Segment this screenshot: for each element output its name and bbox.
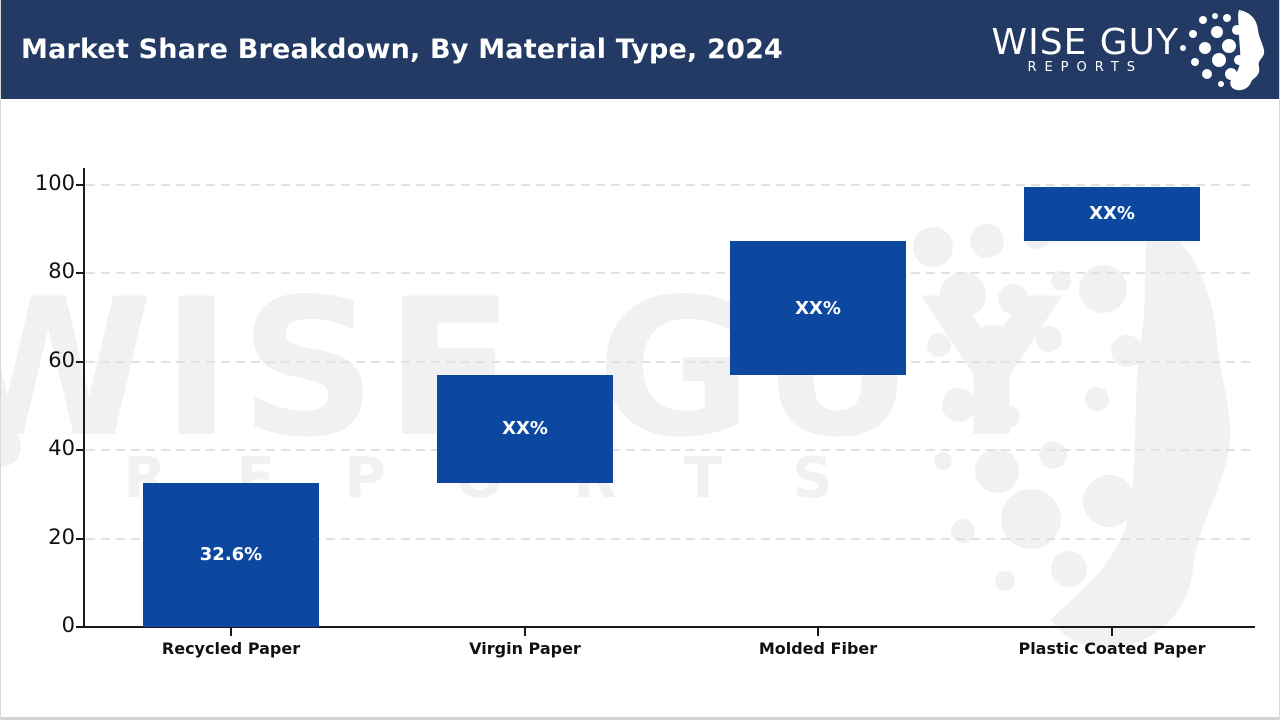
y-axis-tick-mark [76,626,84,628]
watermark-dot-face [1,219,1231,649]
bar-value-label: XX% [1089,203,1135,225]
brand-name: WISE GUY [991,22,1179,64]
bottom-border [1,717,1279,720]
brand-logo: WISE GUY REPORTS [992,8,1266,92]
x-axis-tick-mark [1111,628,1113,636]
x-axis-line [84,626,1255,628]
x-axis-category-label: Molded Fiber [758,639,878,658]
bar-virgin-paper: XX% [437,375,613,483]
bar-molded-fiber: XX% [730,241,906,376]
bar-plastic-coated-paper: XX% [1024,186,1200,241]
x-axis-tick-mark [230,628,232,636]
y-axis-tick-label: 40 [48,436,75,461]
y-axis-tick-mark [76,272,84,275]
y-axis-tick-mark [76,449,84,452]
gridline-y40 [86,449,1255,452]
bar-value-label: XX% [795,297,841,319]
gridline-y80 [86,272,1255,275]
x-axis-tick-mark [817,628,819,636]
x-axis-category-label: Recycled Paper [161,639,301,658]
gridline-y20 [86,537,1255,540]
y-axis-tick-label: 20 [48,524,75,549]
gridline-y60 [86,360,1255,363]
x-axis-category-label: Plastic Coated Paper [1018,639,1206,658]
brand-face-icon [1180,9,1265,90]
brand-subname: REPORTS [1027,60,1144,76]
y-axis-tick-label: 100 [34,171,75,195]
brand-logo-text: WISE GUY REPORTS [992,24,1180,74]
y-axis-tick-label: 80 [48,259,75,284]
bar-value-label: XX% [502,418,548,440]
y-axis-tick-mark [76,537,84,540]
gridline-y100 [86,184,1255,186]
bar-recycled-paper: 32.6% [143,482,319,627]
y-axis-tick-mark [76,360,84,363]
y-axis-tick-label: 0 [61,613,75,637]
header-bar: Market Share Breakdown, By Material Type… [1,0,1279,99]
y-axis-line [83,168,85,628]
y-axis-tick-label: 60 [48,347,75,372]
y-axis-tick-mark [76,184,84,186]
bar-value-label: 32.6% [199,544,263,566]
x-axis-category-label: Virgin Paper [469,639,581,658]
x-axis-tick-mark [524,628,526,636]
page-title: Market Share Breakdown, By Material Type… [21,34,784,65]
